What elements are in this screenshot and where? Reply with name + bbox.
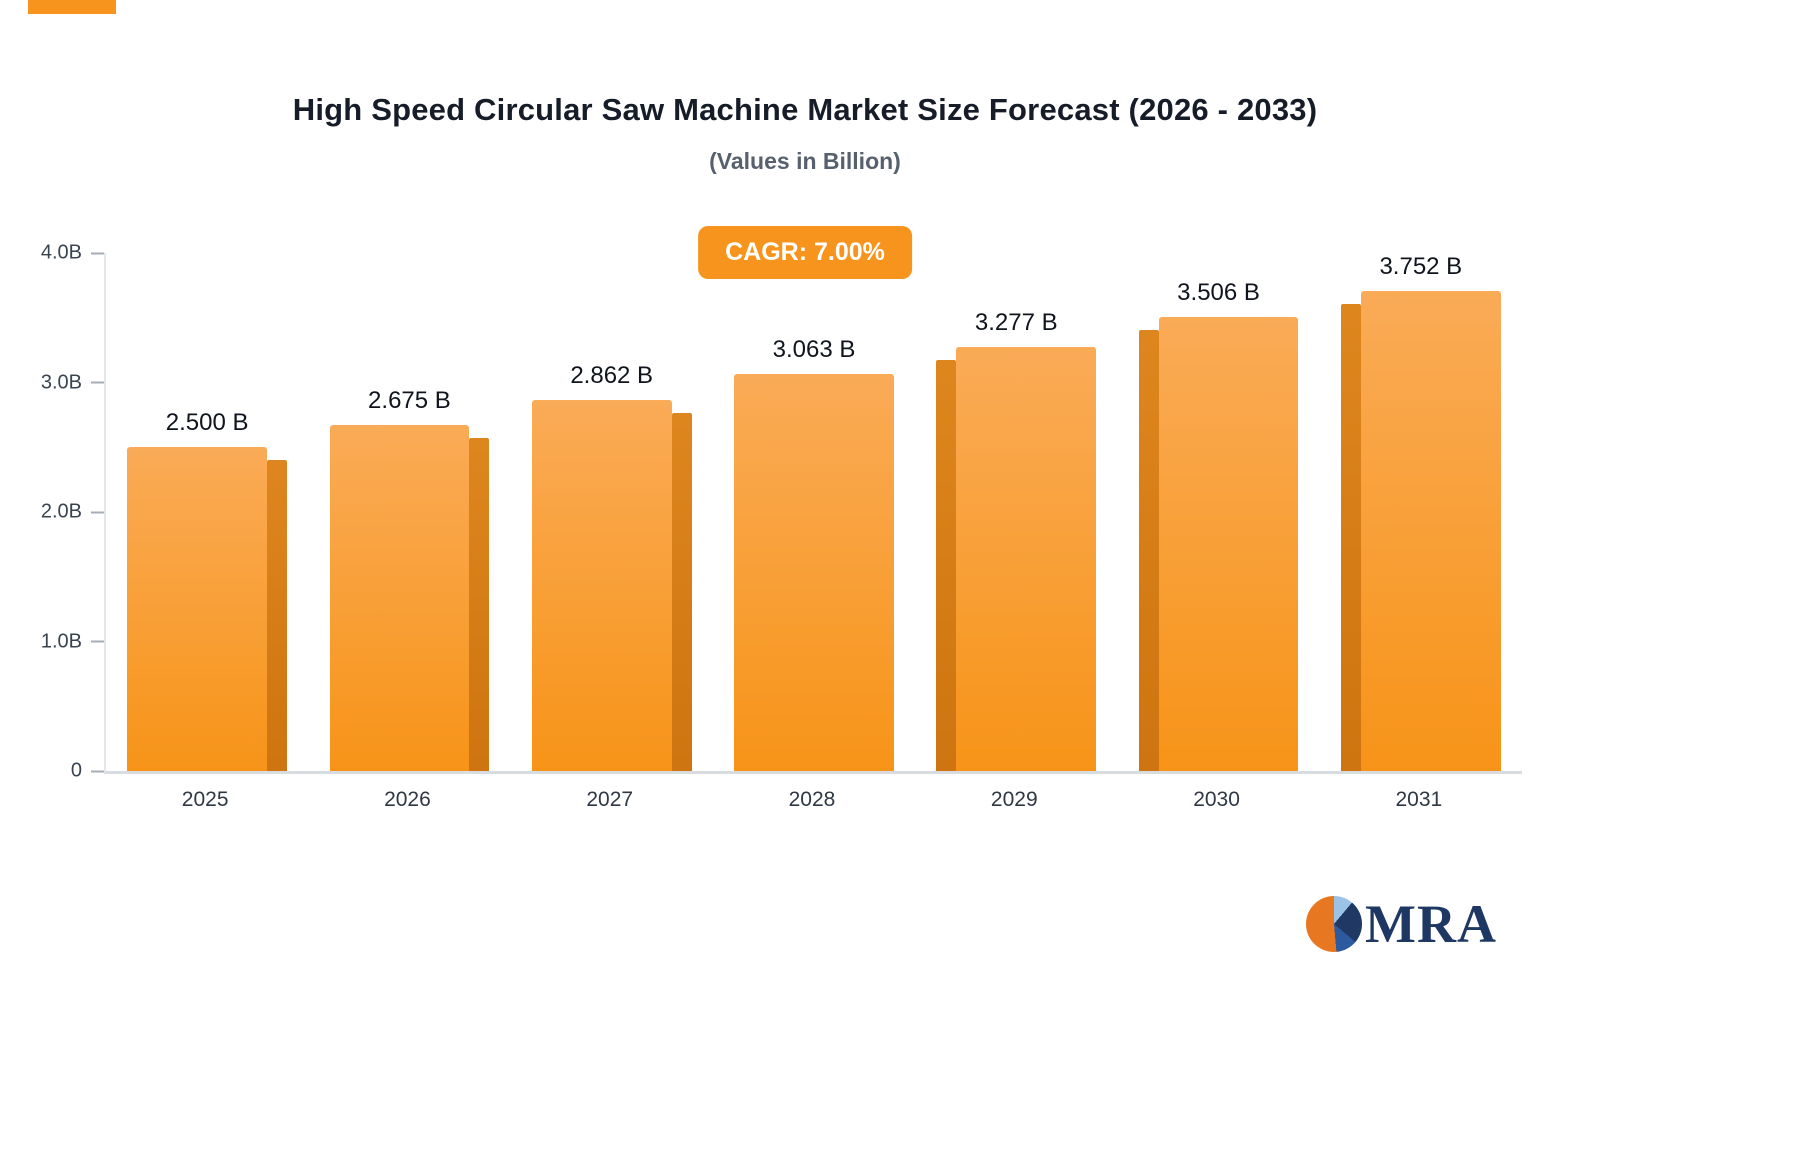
y-tick: 3.0B (41, 371, 104, 394)
y-tick: 4.0B (41, 242, 104, 265)
y-tick-mark (91, 640, 104, 643)
y-tick-label: 2.0B (40, 500, 82, 523)
bar-value-label: 3.506 B (1177, 279, 1260, 306)
bar-value-label: 2.862 B (570, 362, 654, 389)
chart-title: High Speed Circular Saw Machine Market S… (292, 92, 1318, 127)
bar-group: 3.752 B (1320, 253, 1522, 771)
bar-group: 3.277 B (915, 253, 1117, 771)
bar-face (734, 374, 894, 771)
x-axis-label: 2026 (384, 788, 431, 811)
bar-value-label: 3.063 B (772, 336, 856, 363)
logo-pie-icon (1306, 896, 1362, 952)
x-axis-label: 2031 (1395, 788, 1443, 811)
bar-group: 2.500 B (106, 253, 308, 771)
x-axis-label: 2029 (990, 788, 1038, 811)
bar[interactable] (1138, 317, 1299, 771)
y-tick-mark (91, 381, 104, 384)
bar-face (1360, 291, 1501, 771)
y-axis: 4.0B 3.0B 2.0B 1.0B 0 (0, 242, 104, 782)
x-axis-labels: 2025 2026 2027 2028 2029 2030 2031 (104, 788, 1520, 812)
y-tick: 0 (71, 760, 104, 783)
bar-face (329, 425, 470, 771)
bar-group: 2.862 B (511, 253, 713, 771)
y-tick-mark (91, 770, 104, 772)
y-tick: 2.0B (41, 501, 104, 524)
x-axis-label: 2030 (1193, 788, 1240, 811)
y-tick-label: 0 (70, 759, 82, 782)
bar[interactable] (531, 400, 692, 771)
logo-text: MRA (1365, 894, 1497, 954)
y-tick-label: 1.0B (40, 630, 82, 652)
bar-value-label: 2.500 B (165, 409, 249, 436)
x-axis-label: 2025 (181, 788, 229, 811)
bar-group: 3.506 B (1117, 253, 1319, 771)
cagr-badge: CAGR: 7.00% (698, 226, 912, 279)
bar-value-label: 2.675 B (368, 387, 451, 414)
bar-face (531, 400, 672, 771)
bar-value-label: 3.277 B (974, 309, 1058, 336)
y-tick-mark (91, 252, 104, 254)
y-tick: 1.0B (41, 630, 104, 653)
bar[interactable] (734, 374, 894, 771)
bars-row: 2.500 B 2.675 B 2.862 B 3.063 B 3.277 B 3.506… (106, 253, 1522, 771)
bar[interactable] (1340, 291, 1501, 771)
bar-face (956, 347, 1097, 771)
bar-group: 2.675 B (308, 253, 510, 771)
accent-bar (28, 0, 116, 14)
bar-face (127, 447, 268, 771)
bar-group: 3.063 B (713, 253, 915, 771)
bar-face (1158, 317, 1299, 771)
bar[interactable] (329, 425, 490, 771)
y-tick-label: 4.0B (40, 241, 82, 264)
bar[interactable] (936, 347, 1097, 771)
plot-area: 2.500 B 2.675 B 2.862 B 3.063 B 3.277 B 3.506… (104, 253, 1522, 774)
x-axis-label: 2028 (788, 788, 836, 811)
y-tick-mark (91, 511, 104, 513)
x-axis-label: 2027 (586, 788, 634, 811)
brand-logo: MRA (1306, 896, 1497, 952)
chart-subtitle: (Values in Billion) (709, 148, 901, 174)
bar[interactable] (127, 447, 287, 771)
bar-value-label: 3.752 B (1379, 253, 1463, 280)
y-tick-label: 3.0B (40, 371, 82, 393)
